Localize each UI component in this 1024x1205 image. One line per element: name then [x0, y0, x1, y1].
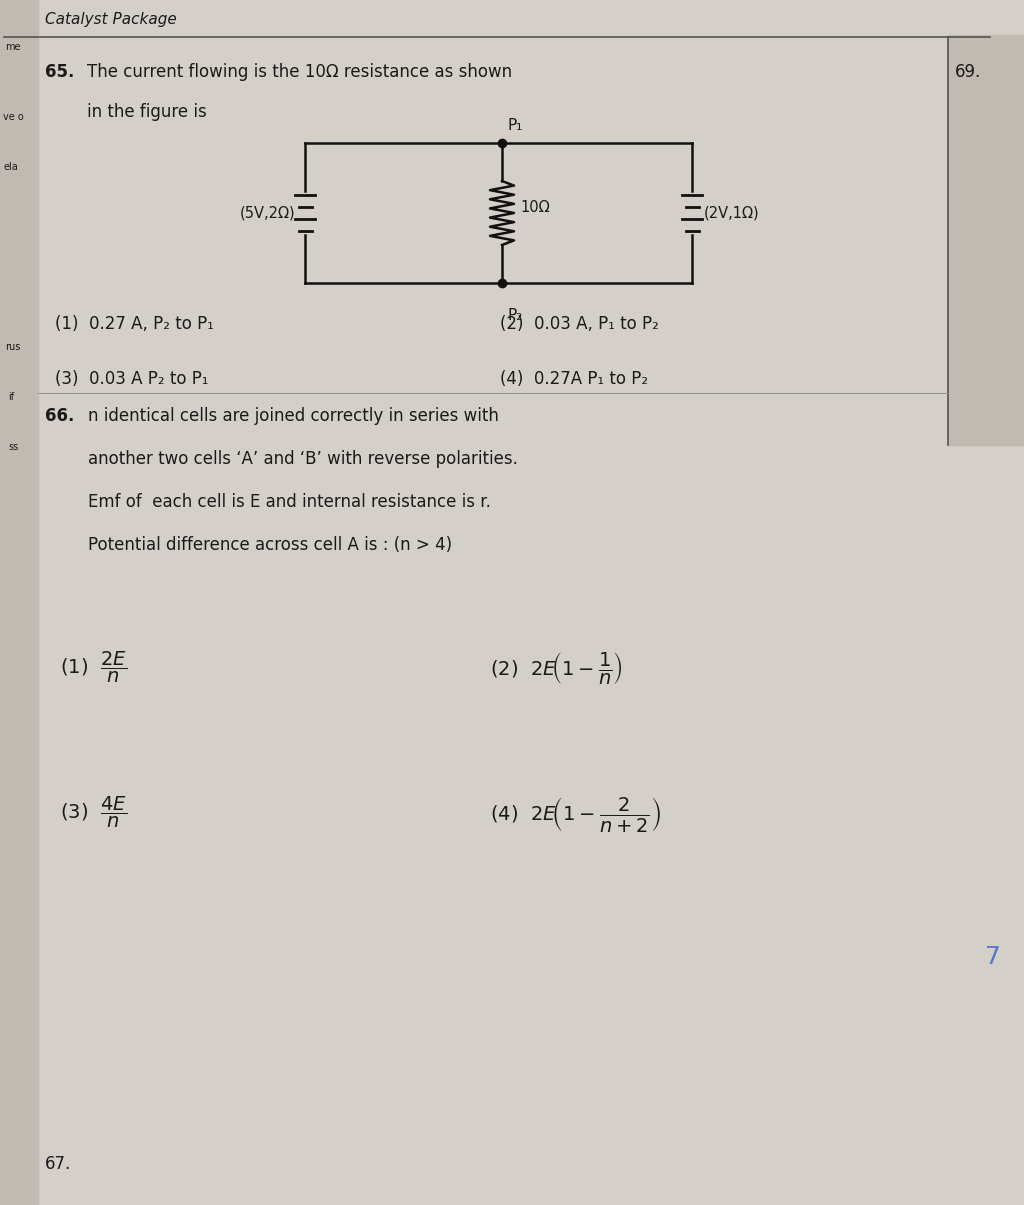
Text: (4)  0.27A P₁ to P₂: (4) 0.27A P₁ to P₂ — [500, 370, 648, 388]
Text: $(3)\ \ \dfrac{4E}{n}$: $(3)\ \ \dfrac{4E}{n}$ — [60, 795, 127, 830]
Bar — [0, 0, 38, 1205]
Text: $(2)\ \ 2E\!\left(1-\dfrac{1}{n}\right)$: $(2)\ \ 2E\!\left(1-\dfrac{1}{n}\right)$ — [490, 649, 623, 686]
Text: (5V,2Ω): (5V,2Ω) — [240, 206, 295, 221]
Text: 65.: 65. — [45, 63, 75, 81]
Text: in the figure is: in the figure is — [87, 102, 207, 121]
Text: (1)  0.27 A, P₂ to P₁: (1) 0.27 A, P₂ to P₁ — [55, 315, 214, 333]
Text: another two cells ‘A’ and ‘B’ with reverse polarities.: another two cells ‘A’ and ‘B’ with rever… — [88, 449, 518, 468]
Text: if: if — [8, 392, 14, 402]
Text: ss: ss — [8, 442, 18, 452]
Text: ela: ela — [4, 161, 18, 172]
Text: P₂: P₂ — [508, 308, 523, 323]
Text: P₁: P₁ — [508, 118, 523, 133]
Text: The current flowing is the 10Ω resistance as shown: The current flowing is the 10Ω resistanc… — [87, 63, 512, 81]
Text: Catalyst Package: Catalyst Package — [45, 12, 177, 27]
Text: 7: 7 — [985, 945, 1000, 969]
Text: 69.: 69. — [955, 63, 981, 81]
Text: $(1)\ \ \dfrac{2E}{n}$: $(1)\ \ \dfrac{2E}{n}$ — [60, 649, 127, 686]
Text: $(4)\ \ 2E\!\left(1-\dfrac{2}{n+2}\right)$: $(4)\ \ 2E\!\left(1-\dfrac{2}{n+2}\right… — [490, 795, 660, 834]
Text: 66.: 66. — [45, 407, 75, 425]
Text: n identical cells are joined correctly in series with: n identical cells are joined correctly i… — [88, 407, 499, 425]
Text: Emf of  each cell is E and internal resistance is r.: Emf of each cell is E and internal resis… — [88, 493, 490, 511]
Text: (2)  0.03 A, P₁ to P₂: (2) 0.03 A, P₁ to P₂ — [500, 315, 658, 333]
Bar — [948, 35, 1024, 445]
Text: 10Ω: 10Ω — [520, 200, 550, 216]
Text: me: me — [5, 42, 20, 52]
Text: rus: rus — [5, 342, 20, 352]
Text: (2V,1Ω): (2V,1Ω) — [705, 206, 760, 221]
Text: (3)  0.03 A P₂ to P₁: (3) 0.03 A P₂ to P₁ — [55, 370, 209, 388]
Text: ve o: ve o — [3, 112, 24, 122]
Text: Potential difference across cell A is : (n > 4): Potential difference across cell A is : … — [88, 536, 453, 554]
Text: 67.: 67. — [45, 1156, 72, 1172]
